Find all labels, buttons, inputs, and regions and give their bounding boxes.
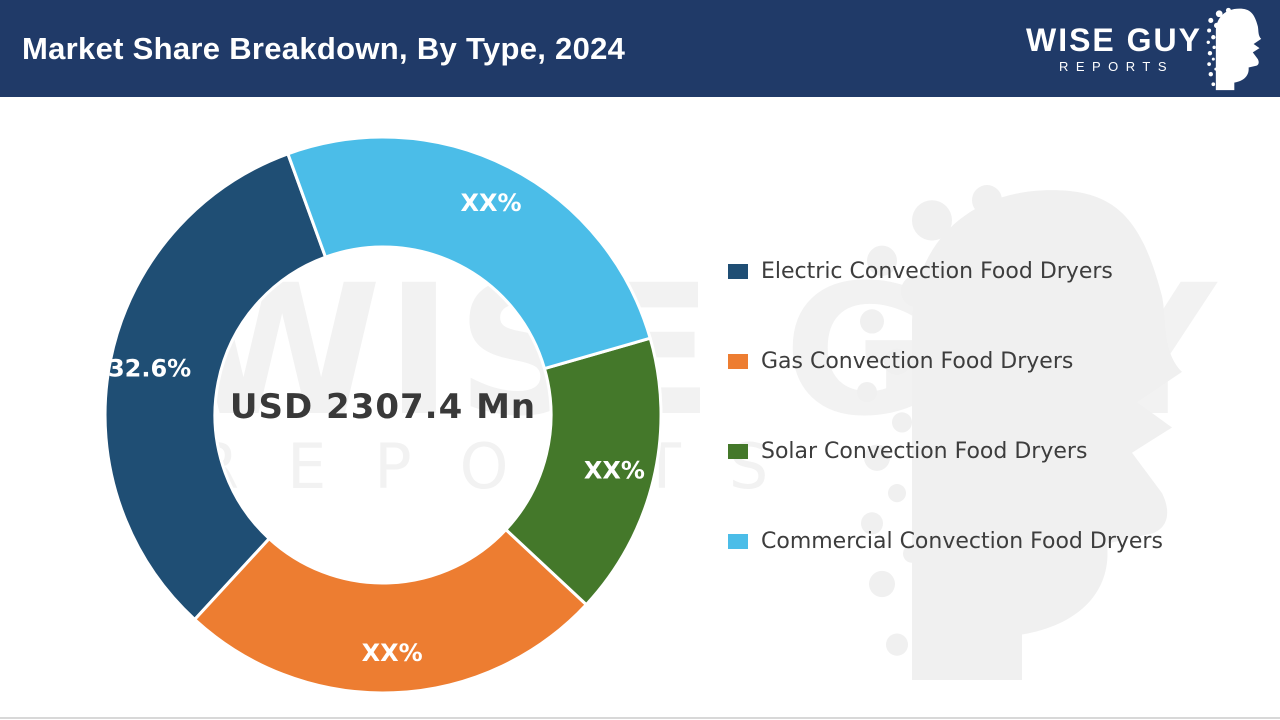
legend-swatch [728,353,748,369]
legend-item: Gas Convection Food Dryers [728,348,1163,374]
brand-text: WISE GUY REPORTS [1026,24,1202,74]
watermark-subtext: REPORTS [196,430,817,503]
page-title: Market Share Breakdown, By Type, 2024 [22,30,626,66]
legend-item: Solar Convection Food Dryers [728,438,1163,464]
donut-slice-commercial-convection-food-dryers [286,135,652,371]
slice-label: XX% [362,639,423,667]
legend-swatch [728,263,748,279]
donut-slice-gas-convection-food-dryers [193,528,588,695]
legend-swatch [728,533,748,549]
legend-item: Electric Convection Food Dryers [728,258,1163,284]
slice-label: 32.6% [108,354,191,382]
legend-label: Electric Convection Food Dryers [761,258,1113,284]
legend-label: Solar Convection Food Dryers [761,438,1088,464]
slice-label: XX% [460,189,521,217]
brand-name: WISE GUY [1025,21,1202,58]
legend-item: Commercial Convection Food Dryers [728,528,1163,554]
legend-swatch [728,443,748,459]
legend-label: Commercial Convection Food Dryers [761,528,1163,554]
face-logo-icon [1206,7,1262,90]
brand-subtitle: REPORTS [1058,58,1175,74]
donut-center-value: USD 2307.4 Mn [229,387,537,427]
donut-slice-electric-convection-food-dryers [103,152,327,621]
bottom-border [0,717,1280,719]
slice-label: XX% [584,457,645,485]
watermark-face-icon [857,185,1182,680]
legend-label: Gas Convection Food Dryers [761,348,1074,374]
header-bar: Market Share Breakdown, By Type, 2024 WI… [0,0,1280,97]
brand-logo: WISE GUY REPORTS [1026,5,1268,92]
chart-legend: Electric Convection Food Dryers Gas Conve… [728,258,1163,618]
